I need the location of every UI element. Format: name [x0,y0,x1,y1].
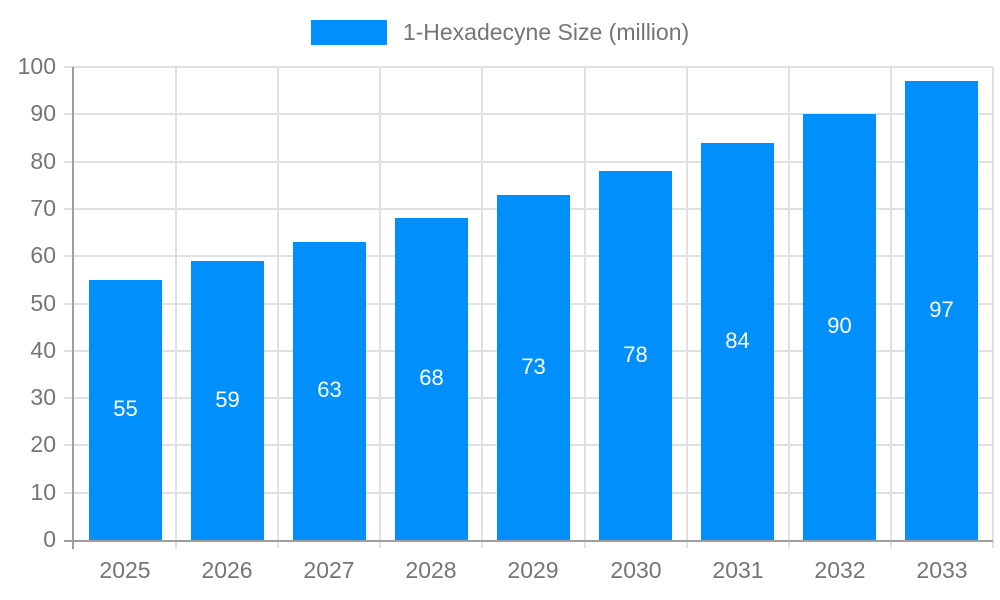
y-axis-tick-label: 20 [30,431,56,457]
bar[interactable] [293,242,366,540]
bar-value-label: 59 [215,387,240,412]
y-axis-tick-label: 90 [30,100,56,126]
bar[interactable] [599,171,672,540]
y-axis-tick-label: 100 [17,53,56,79]
bar-value-label: 55 [113,396,138,421]
gridline-vertical [277,67,279,548]
gridline-vertical [584,67,586,548]
bar[interactable] [905,81,978,540]
y-axis-tick-label: 60 [30,242,56,268]
bar-value-label: 84 [725,328,750,353]
y-axis-tick-label: 40 [30,337,56,363]
gridline-horizontal [64,113,993,115]
y-axis-tick-label: 70 [30,195,56,221]
gridline-vertical [379,67,381,548]
bar-value-label: 63 [317,377,342,402]
bar[interactable] [803,114,876,540]
x-axis-tick-label: 2028 [405,557,457,583]
bar[interactable] [89,280,162,540]
gridline-vertical [175,67,177,548]
y-axis-tick-label: 80 [30,148,56,174]
legend-swatch[interactable] [310,19,387,45]
y-axis-tick-label: 50 [30,290,56,316]
gridline-vertical [788,67,790,548]
gridline-vertical [686,67,688,548]
x-axis-tick-label: 2032 [814,557,866,583]
y-axis-tick-label: 10 [30,479,56,505]
gridline-horizontal [64,66,993,68]
bar-value-label: 73 [521,354,546,379]
bar[interactable] [395,218,468,540]
gridline-vertical [481,67,483,548]
gridline-vertical [890,67,892,548]
y-axis-line [72,67,74,549]
x-axis-tick-label: 2029 [507,557,559,583]
gridline-horizontal [64,161,993,163]
legend: 1-Hexadecyne Size (million) [0,17,1000,47]
y-axis-tick-label: 30 [30,384,56,410]
x-axis-tick-label: 2025 [99,557,151,583]
x-axis-tick-label: 2030 [610,557,662,583]
x-axis-line [64,540,993,542]
bar-value-label: 90 [827,313,852,338]
x-axis-tick-label: 2026 [201,557,253,583]
x-axis-tick-label: 2027 [303,557,355,583]
y-axis-tick-label: 0 [43,526,56,552]
legend-label: 1-Hexadecyne Size (million) [402,18,690,45]
bar-value-label: 97 [929,297,954,322]
gridline-vertical [992,67,994,548]
x-axis-tick-label: 2031 [712,557,764,583]
bar-value-label: 68 [419,365,444,390]
bar[interactable] [701,143,774,540]
x-axis-tick-label: 2033 [916,557,968,583]
bar[interactable] [191,261,264,540]
bar[interactable] [497,195,570,540]
bar-value-label: 78 [623,342,648,367]
